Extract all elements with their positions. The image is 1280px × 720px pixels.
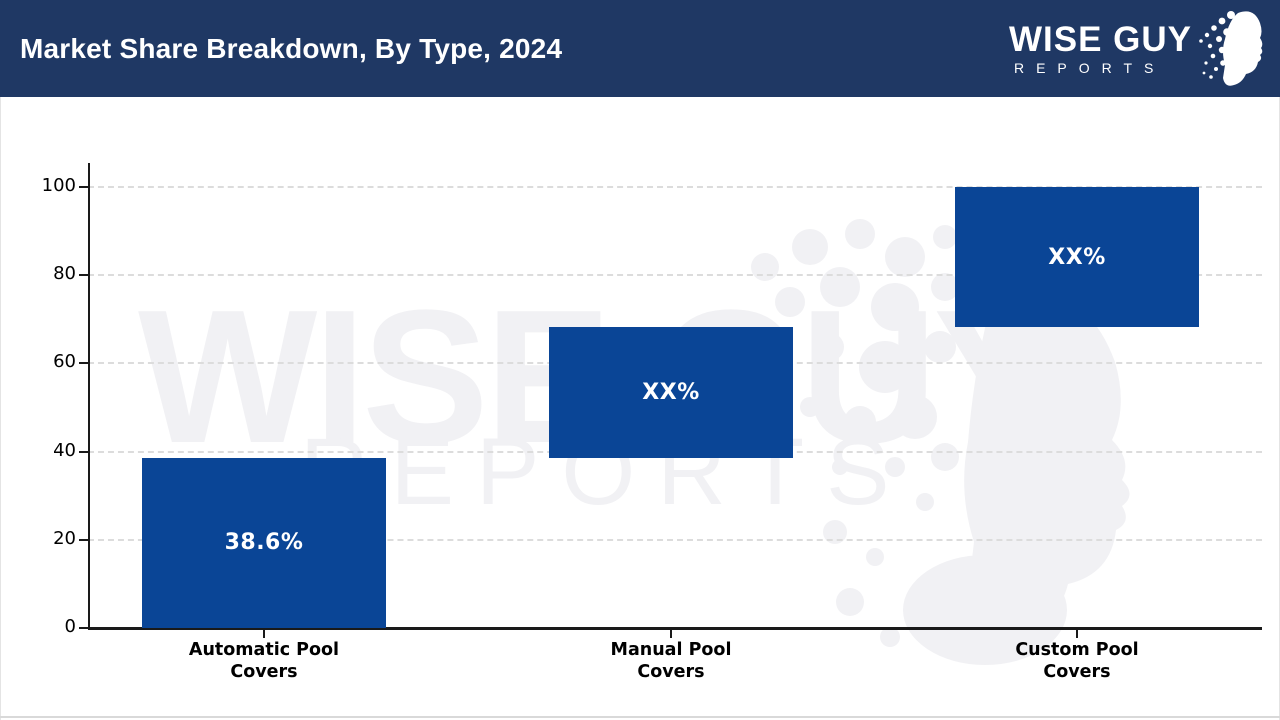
x-tick-2 (670, 630, 672, 638)
page-title: Market Share Breakdown, By Type, 2024 (20, 32, 563, 64)
wiseguy-logo: WISE GUY REPORTS (1009, 7, 1266, 91)
logo-wordmark: WISE GUY (1008, 20, 1192, 59)
x-tick-3 (1076, 630, 1078, 638)
gridline-100 (88, 186, 1262, 188)
bar-value-label: XX% (1048, 244, 1106, 270)
bar-value-label: XX% (642, 380, 700, 405)
logo-subtitle: REPORTS (1013, 60, 1166, 76)
y-tick-label-60: 60 (53, 351, 76, 373)
y-tick-60 (79, 362, 88, 365)
y-tick-80 (79, 274, 88, 277)
bar-segment-1: 38.6% (142, 457, 386, 628)
category-label-1: Automatic Pool Covers (188, 640, 340, 682)
x-axis-line (88, 627, 1262, 630)
gridline-80 (88, 274, 1262, 277)
x-tick-1 (263, 630, 265, 638)
y-tick-label-80: 80 (53, 263, 76, 285)
footer-divider (0, 716, 1280, 718)
y-tick-40 (79, 450, 88, 453)
bar-segment-3: XX% (955, 187, 1199, 328)
category-label-3: Custom Pool Covers (1015, 640, 1139, 682)
y-tick-label-20: 20 (53, 527, 76, 549)
y-tick-0 (79, 627, 88, 629)
y-axis-line (88, 163, 90, 630)
header: Market Share Breakdown, By Type, 2024 WI… (0, 0, 1280, 97)
logo-head-icon (1199, 10, 1263, 86)
bar-segment-2: XX% (549, 327, 793, 458)
y-tick-label-40: 40 (53, 439, 76, 461)
bar-value-label: 38.6% (224, 530, 304, 556)
logo-text: WISE GUY REPORTS (1009, 22, 1192, 75)
watermark-head-icon (690, 219, 1130, 665)
y-tick-20 (79, 538, 88, 541)
gridline-20 (88, 538, 1262, 541)
y-tick-label-100: 100 (41, 175, 76, 196)
category-label-2: Manual Pool Covers (610, 640, 732, 682)
y-tick-label-0: 0 (64, 616, 76, 637)
y-tick-100 (79, 186, 88, 188)
